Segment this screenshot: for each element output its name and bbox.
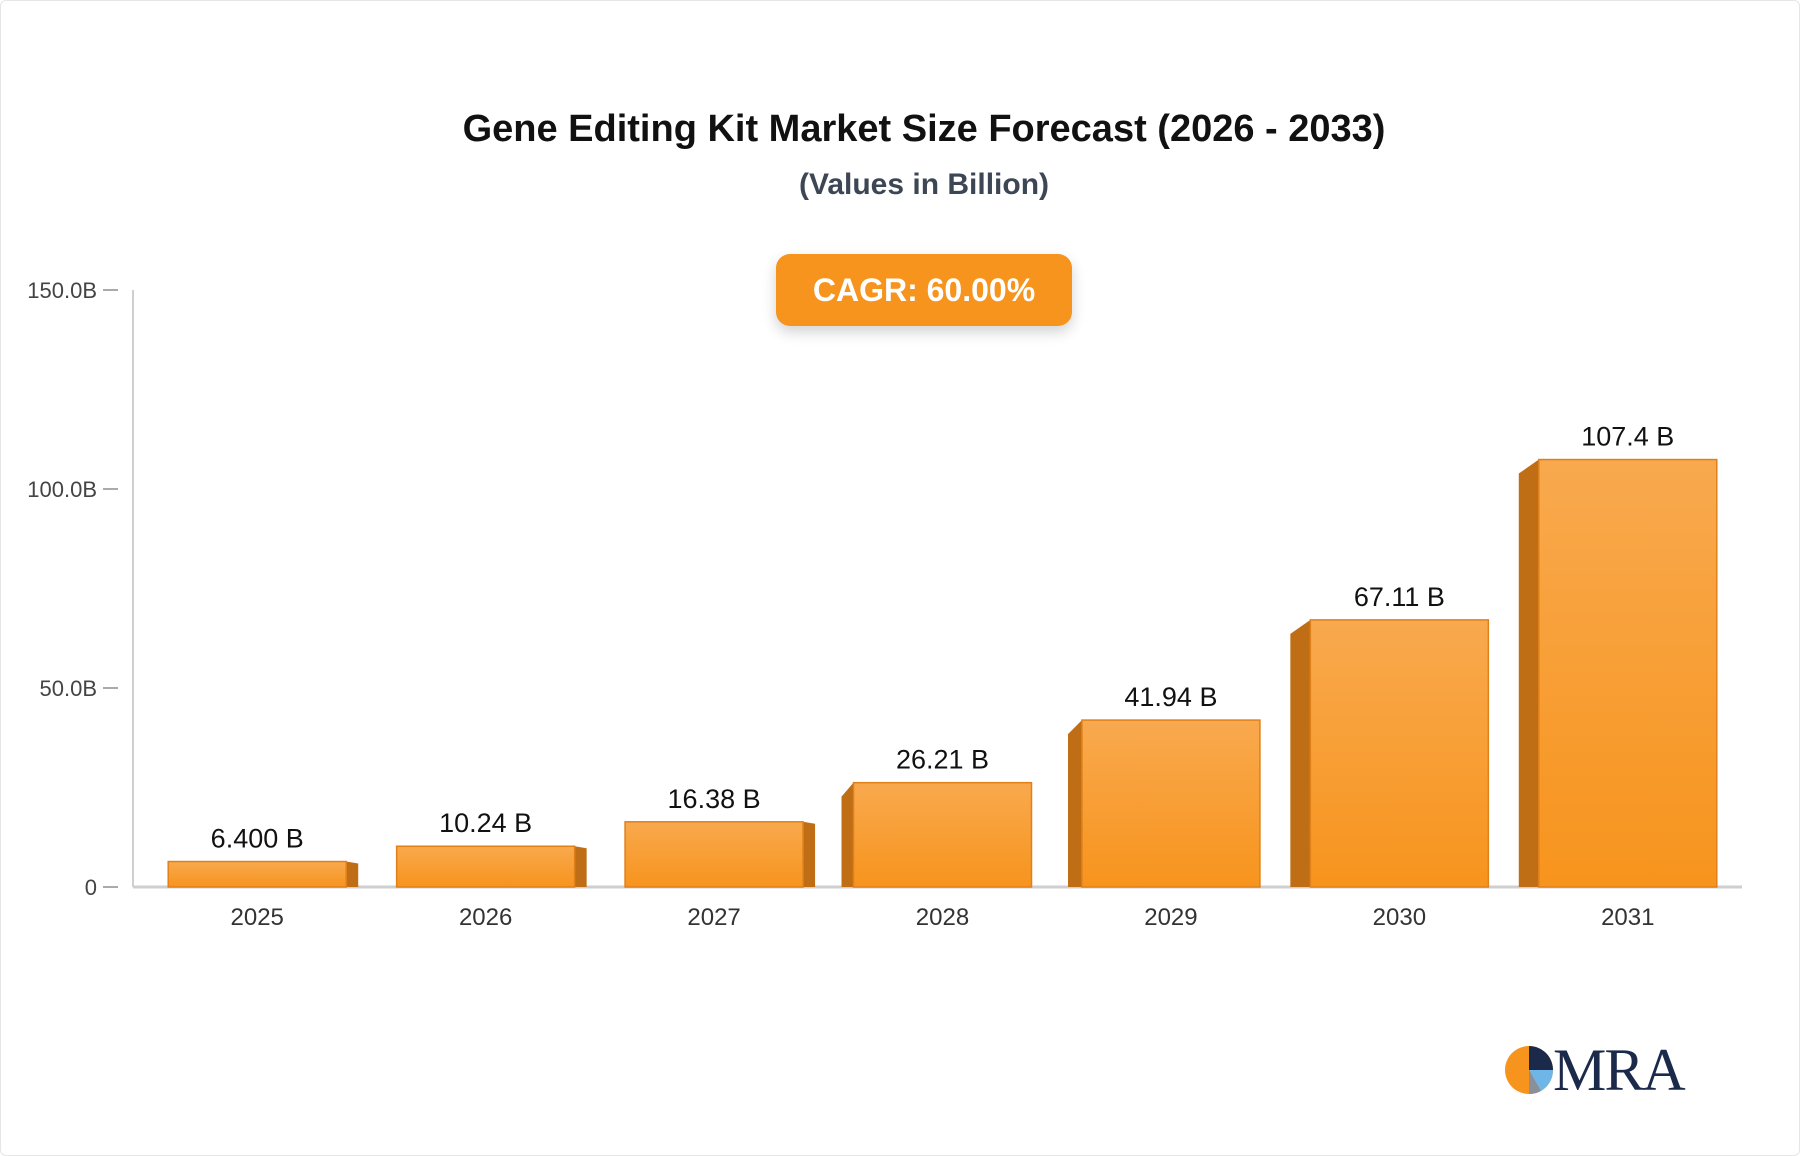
bar-front-2030 bbox=[1309, 619, 1490, 888]
y-tick-label: 100.0B bbox=[27, 477, 97, 502]
data-label-2028: 26.21 B bbox=[896, 745, 989, 775]
bar-2030: 67.11 B 2030 bbox=[1290, 582, 1490, 931]
bar-side-2029 bbox=[1068, 720, 1082, 887]
bar-side-2028 bbox=[841, 782, 854, 887]
data-label-2025: 6.400 B bbox=[211, 824, 304, 854]
bar-2027: 16.38 B 2027 bbox=[624, 784, 816, 931]
bar-side-2026 bbox=[574, 846, 587, 887]
logo-pie-icon bbox=[1505, 1046, 1554, 1095]
chart-title: Gene Editing Kit Market Size Forecast (2… bbox=[462, 108, 1386, 150]
bar-2029: 41.94 B 2029 bbox=[1068, 682, 1261, 931]
data-label-2026: 10.24 B bbox=[439, 808, 532, 838]
bar-front-2028 bbox=[852, 781, 1033, 888]
logo-text: MRA bbox=[1553, 1037, 1686, 1103]
x-tick-label-2028: 2028 bbox=[916, 904, 969, 931]
bar-front-2027 bbox=[624, 821, 804, 888]
bar-side-2027 bbox=[803, 821, 816, 887]
x-tick-label-2025: 2025 bbox=[231, 904, 284, 931]
bar-front-2026 bbox=[395, 845, 576, 888]
data-label-2027: 16.38 B bbox=[668, 784, 761, 814]
bar-2028: 26.21 B 2028 bbox=[841, 745, 1033, 931]
x-tick-label-2031: 2031 bbox=[1601, 904, 1654, 931]
mra-logo: MRA bbox=[1505, 1037, 1695, 1103]
bar-front-2029 bbox=[1081, 719, 1261, 888]
data-label-2031: 107.4 B bbox=[1581, 422, 1674, 452]
y-tick-label: 0 bbox=[85, 875, 97, 900]
x-tick-label-2030: 2030 bbox=[1373, 904, 1426, 931]
cagr-badge: CAGR: 60.00% bbox=[776, 254, 1072, 326]
bar-front-2031 bbox=[1538, 458, 1718, 888]
chart-subtitle: (Values in Billion) bbox=[798, 168, 1050, 201]
data-label-2030: 67.11 B bbox=[1354, 582, 1445, 612]
y-tick-label: 50.0B bbox=[40, 676, 98, 701]
bar-side-2025 bbox=[346, 861, 359, 887]
data-label-2029: 41.94 B bbox=[1124, 682, 1217, 712]
x-tick-label-2029: 2029 bbox=[1144, 904, 1197, 931]
bar-side-2031 bbox=[1518, 459, 1539, 887]
x-tick-label-2027: 2027 bbox=[687, 904, 740, 931]
bar-2025: 6.400 B 2025 bbox=[167, 824, 359, 931]
bar-front-2025 bbox=[167, 860, 347, 888]
bar-side-2030 bbox=[1290, 619, 1311, 887]
x-tick-label-2026: 2026 bbox=[459, 904, 512, 931]
bar-2026: 10.24 B 2026 bbox=[395, 808, 587, 931]
y-tick-label: 150.0B bbox=[27, 278, 97, 303]
bar-2031: 107.4 B 2031 bbox=[1518, 422, 1718, 931]
